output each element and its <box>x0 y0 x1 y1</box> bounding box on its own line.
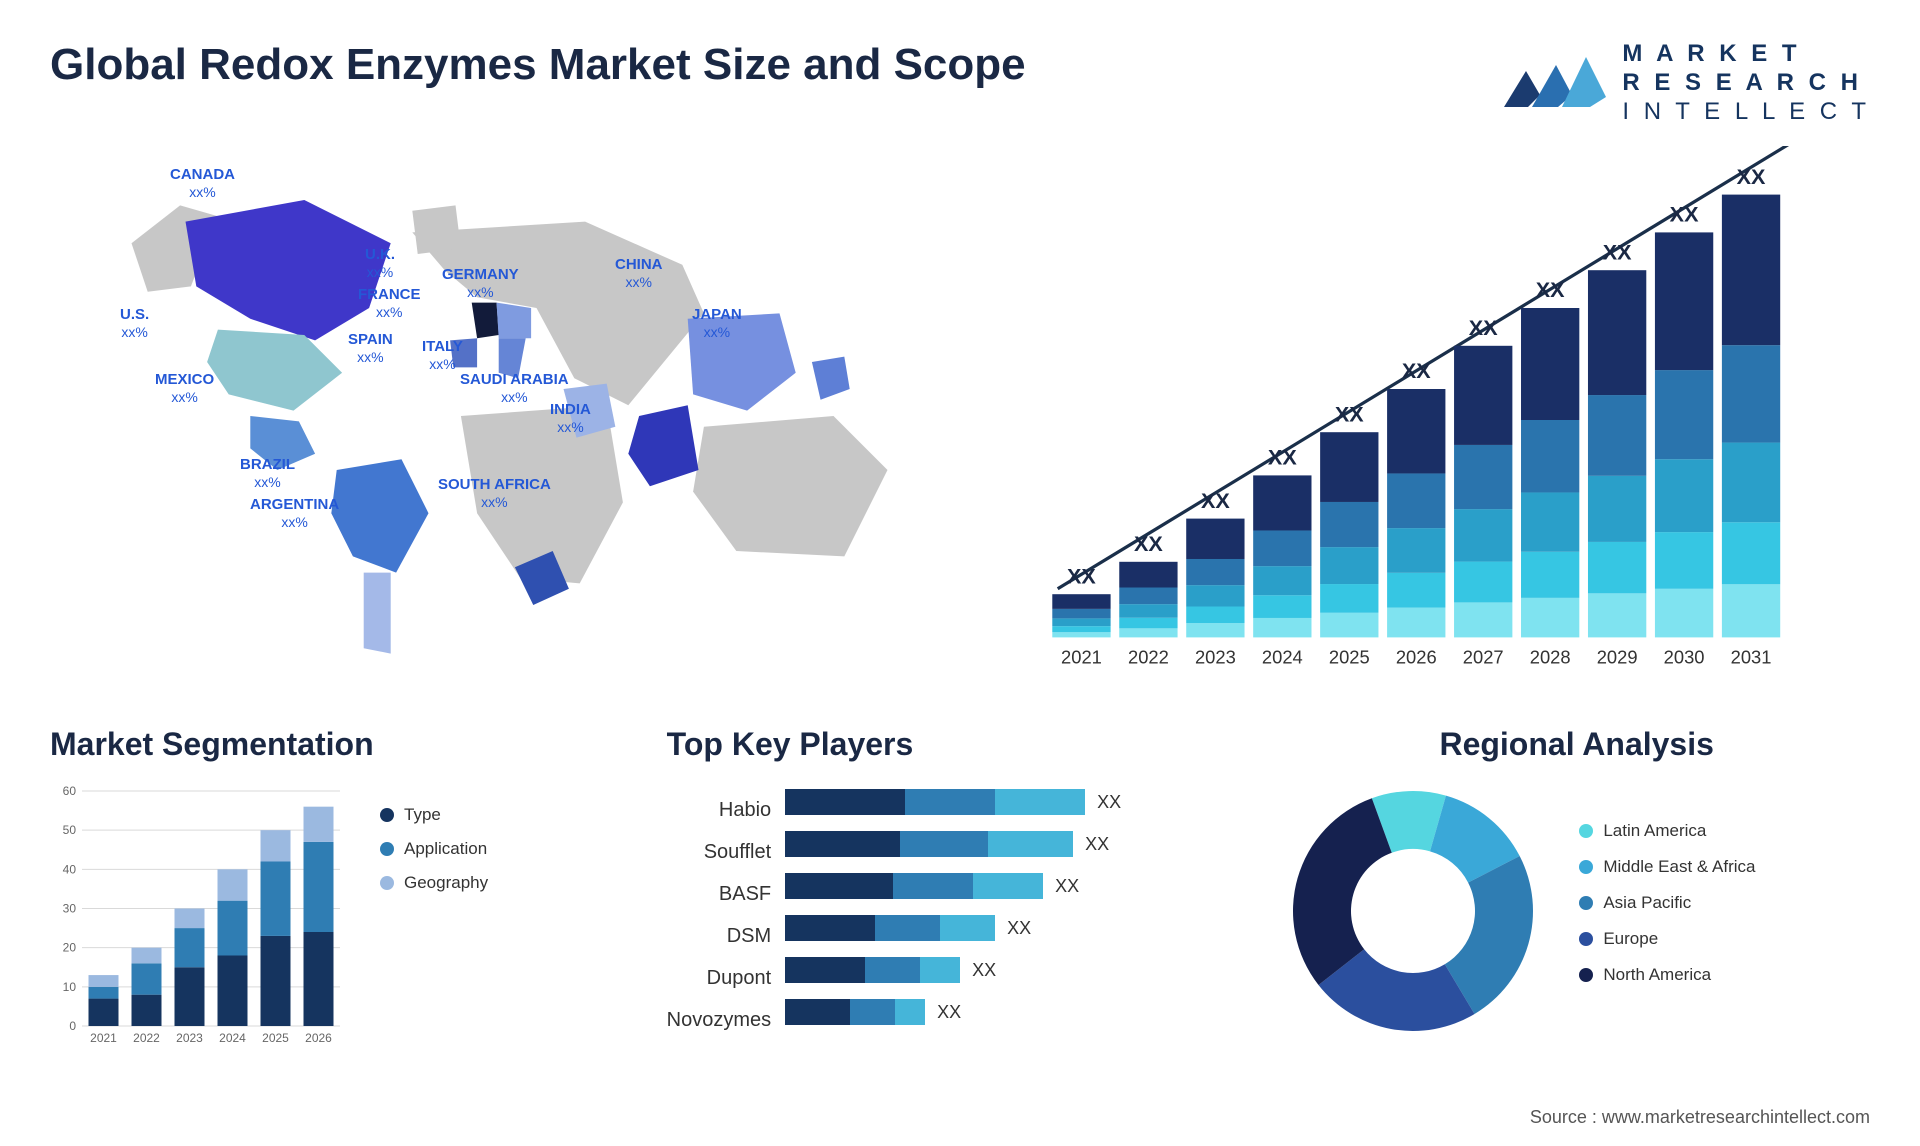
svg-text:XX: XX <box>1469 315 1498 340</box>
growth-bar-chart: XX 2021 XX 2022 XX 2023 XX 2024 XX 2025 XX 2026 XX 20… <box>969 146 1870 686</box>
key-players-labels: HabioSouffletBASFDSMDupontNovozymes <box>667 781 771 1041</box>
svg-text:XX: XX <box>1268 445 1297 470</box>
regional-legend: Latin America Middle East & Africa Asia Pa… <box>1579 821 1755 1001</box>
svg-text:20: 20 <box>63 941 77 955</box>
legend-item: Europe <box>1579 929 1755 949</box>
legend-item: Application <box>380 839 488 859</box>
map-label: ITALYxx% <box>422 338 463 373</box>
svg-text:50: 50 <box>63 824 77 838</box>
player-row: XX <box>785 781 1253 823</box>
svg-text:2021: 2021 <box>1061 647 1102 668</box>
svg-text:2024: 2024 <box>1262 647 1303 668</box>
svg-text:XX: XX <box>1067 564 1096 589</box>
map-label: ARGENTINAxx% <box>250 496 339 531</box>
segmentation-legend: Type Application Geography <box>380 805 488 907</box>
regional-title: Regional Analysis <box>1283 726 1870 763</box>
player-label: Novozymes <box>667 999 771 1041</box>
map-label: INDIAxx% <box>550 401 591 436</box>
svg-text:60: 60 <box>63 784 77 798</box>
svg-text:XX: XX <box>1737 164 1766 189</box>
svg-text:0: 0 <box>69 1019 76 1033</box>
svg-text:2026: 2026 <box>1396 647 1437 668</box>
segmentation-panel: Market Segmentation 0 10 20 30 40 50 60 2021 202… <box>50 726 637 1051</box>
svg-text:XX: XX <box>1335 402 1364 427</box>
regional-panel: Regional Analysis Latin America Middle Ea… <box>1283 726 1870 1051</box>
svg-text:2024: 2024 <box>219 1031 246 1045</box>
legend-item: Middle East & Africa <box>1579 857 1755 877</box>
svg-text:30: 30 <box>63 902 77 916</box>
map-label: FRANCExx% <box>358 286 421 321</box>
player-label: Habio <box>667 789 771 831</box>
segmentation-chart: 0 10 20 30 40 50 60 2021 2022 2023 2024 2025 2026 <box>50 781 350 1051</box>
world-map: CANADAxx% U.S.xx% MEXICOxx% BRAZILxx% ARGENT… <box>50 146 969 686</box>
map-label: U.S.xx% <box>120 306 149 341</box>
player-label: Dupont <box>667 957 771 999</box>
logo-mark-icon <box>1500 47 1610 119</box>
player-label: BASF <box>667 873 771 915</box>
key-players-panel: Top Key Players HabioSouffletBASFDSMDupo… <box>667 726 1254 1051</box>
map-label: SPAINxx% <box>348 331 393 366</box>
legend-item: Geography <box>380 873 488 893</box>
svg-text:XX: XX <box>1670 202 1699 227</box>
svg-text:2031: 2031 <box>1731 647 1772 668</box>
map-label: MEXICOxx% <box>155 371 214 406</box>
map-label: JAPANxx% <box>692 306 742 341</box>
svg-text:2023: 2023 <box>176 1031 203 1045</box>
svg-text:40: 40 <box>63 863 77 877</box>
player-row: XX <box>785 949 1253 991</box>
player-row: XX <box>785 823 1253 865</box>
svg-text:2025: 2025 <box>1329 647 1370 668</box>
svg-text:2029: 2029 <box>1597 647 1638 668</box>
svg-text:XX: XX <box>1201 488 1230 513</box>
svg-text:2021: 2021 <box>90 1031 117 1045</box>
svg-text:2025: 2025 <box>262 1031 289 1045</box>
svg-text:2030: 2030 <box>1664 647 1705 668</box>
page-title: Global Redox Enzymes Market Size and Sco… <box>50 40 1026 90</box>
legend-item: Latin America <box>1579 821 1755 841</box>
svg-text:2022: 2022 <box>1128 647 1169 668</box>
map-label: GERMANYxx% <box>442 266 519 301</box>
regional-donut-chart <box>1283 781 1543 1041</box>
svg-text:2026: 2026 <box>305 1031 332 1045</box>
player-label: Soufflet <box>667 831 771 873</box>
brand-logo: M A R K E T R E S E A R C H I N T E L L … <box>1500 40 1870 126</box>
svg-text:XX: XX <box>1134 531 1163 556</box>
key-players-bars: XXXXXXXXXXXX <box>785 781 1253 1041</box>
legend-item: North America <box>1579 965 1755 985</box>
legend-item: Type <box>380 805 488 825</box>
map-label: CHINAxx% <box>615 256 663 291</box>
svg-text:10: 10 <box>63 980 77 994</box>
map-label: U.K.xx% <box>365 246 395 281</box>
player-row: XX <box>785 991 1253 1033</box>
svg-text:2028: 2028 <box>1530 647 1571 668</box>
key-players-title: Top Key Players <box>667 726 1254 763</box>
svg-text:2027: 2027 <box>1463 647 1504 668</box>
segmentation-title: Market Segmentation <box>50 726 637 763</box>
legend-item: Asia Pacific <box>1579 893 1755 913</box>
source-attribution: Source : www.marketresearchintellect.com <box>1530 1107 1870 1128</box>
map-label: BRAZILxx% <box>240 456 295 491</box>
map-label: SOUTH AFRICAxx% <box>438 476 551 511</box>
player-row: XX <box>785 907 1253 949</box>
svg-text:XX: XX <box>1536 278 1565 303</box>
svg-text:2023: 2023 <box>1195 647 1236 668</box>
svg-text:XX: XX <box>1402 359 1431 384</box>
logo-text: M A R K E T R E S E A R C H I N T E L L … <box>1622 40 1870 126</box>
svg-text:2022: 2022 <box>133 1031 160 1045</box>
svg-text:XX: XX <box>1603 240 1632 265</box>
player-label: DSM <box>667 915 771 957</box>
map-label: CANADAxx% <box>170 166 235 201</box>
player-row: XX <box>785 865 1253 907</box>
